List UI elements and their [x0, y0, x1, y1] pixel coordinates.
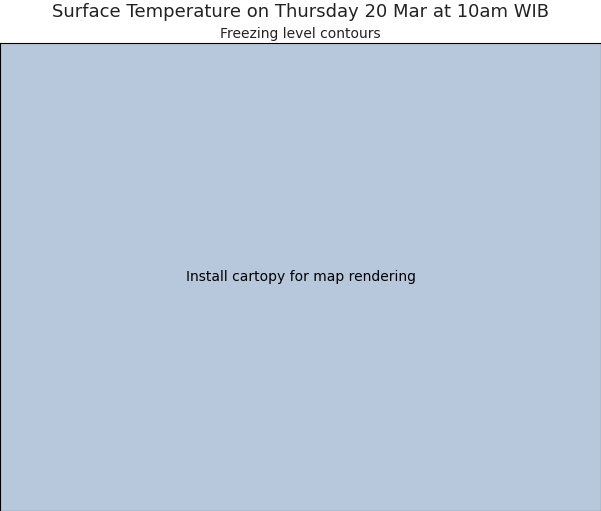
Text: Install cartopy for map rendering: Install cartopy for map rendering	[186, 270, 415, 284]
Text: Freezing level contours: Freezing level contours	[220, 27, 381, 41]
Text: Surface Temperature on Thursday 20 Mar at 10am WIB: Surface Temperature on Thursday 20 Mar a…	[52, 3, 549, 21]
